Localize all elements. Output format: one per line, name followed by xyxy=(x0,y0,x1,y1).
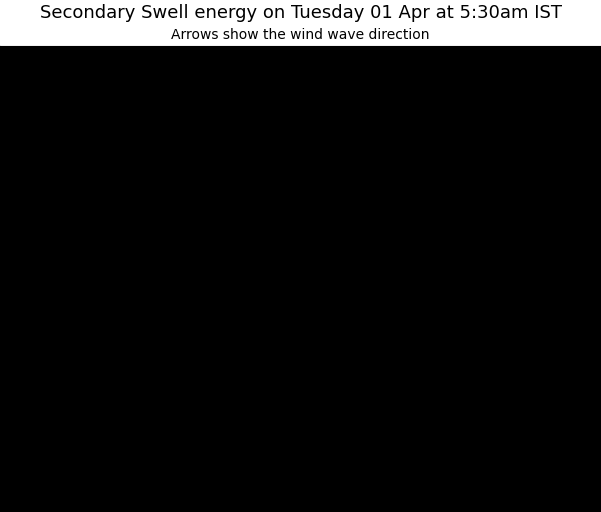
Text: Arrows show the wind wave direction: Arrows show the wind wave direction xyxy=(171,28,430,41)
Text: Secondary Swell energy on Tuesday 01 Apr at 5:30am IST: Secondary Swell energy on Tuesday 01 Apr… xyxy=(40,4,561,22)
